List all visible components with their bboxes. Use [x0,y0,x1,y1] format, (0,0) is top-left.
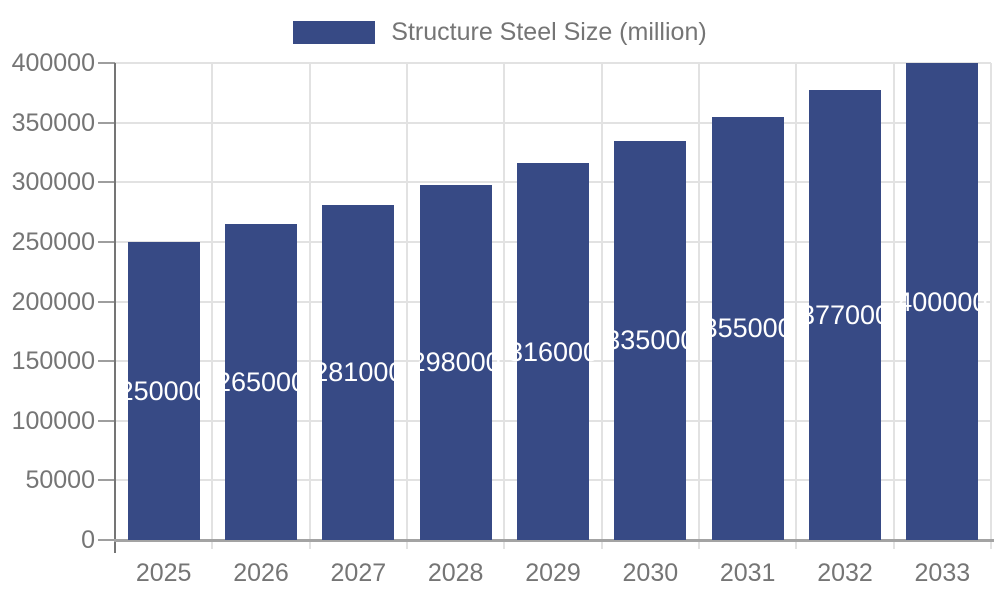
y-tick [98,62,115,64]
bar[interactable] [127,241,200,540]
x-tick-label: 2025 [135,559,192,587]
bar-value-label: 400000 [897,286,988,317]
y-tick-label: 200000 [11,287,95,316]
y-tick-label: 400000 [11,49,95,77]
bar[interactable] [906,63,979,540]
bar[interactable] [711,116,784,540]
bar[interactable] [614,140,687,540]
y-tick-label: 50000 [25,466,95,495]
category-separator [308,63,311,549]
category-separator [600,63,603,549]
y-tick [98,539,115,541]
category-separator [406,63,408,549]
bar-value-label: 355000 [702,313,793,344]
y-tick-label: 350000 [11,108,95,137]
y-tick [98,419,115,422]
category-separator [795,63,798,549]
y-tick-label: 100000 [11,406,95,435]
bar-value-label: 316000 [507,336,599,367]
y-gridline [115,121,991,124]
bar[interactable] [322,204,395,540]
x-tick-label: 2033 [914,559,971,587]
bar-value-label: 298000 [410,347,501,378]
category-separator [892,63,895,549]
legend-swatch [293,20,376,44]
bar-value-label: 250000 [118,375,209,406]
x-tick-label: 2029 [525,559,581,587]
bar[interactable] [225,223,297,540]
bar[interactable] [809,90,881,540]
bar-value-label: 265000 [215,366,307,397]
y-tick-label: 0 [81,526,95,554]
y-tick-label: 250000 [11,227,95,256]
y-tick [98,240,115,243]
x-tick-label: 2030 [622,559,679,587]
y-tick [98,300,115,303]
x-tick-label: 2026 [233,559,289,587]
bar-value-label: 335000 [605,325,696,356]
x-tick-label: 2028 [427,559,484,587]
y-gridline [115,62,991,64]
category-separator [503,63,506,549]
y-tick [98,360,115,363]
y-tick-label: 300000 [11,168,95,197]
bar-value-label: 281000 [313,357,404,388]
category-separator [211,63,214,549]
y-axis-line [114,63,116,553]
bar[interactable] [517,163,589,540]
x-tick-label: 2027 [330,559,387,587]
y-tick-label: 150000 [11,347,95,376]
bar[interactable] [419,184,492,540]
bar-value-label: 377000 [799,300,891,331]
x-axis-line [114,539,994,542]
legend-label: Structure Steel Size (million) [391,17,707,46]
category-separator [698,63,700,549]
x-tick-label: 2032 [817,559,873,587]
x-tick-label: 2031 [719,559,776,587]
y-tick [98,181,115,184]
category-separator [990,63,992,549]
legend: Structure Steel Size (million) [0,17,1000,47]
y-tick [98,479,115,482]
y-tick [98,121,115,124]
